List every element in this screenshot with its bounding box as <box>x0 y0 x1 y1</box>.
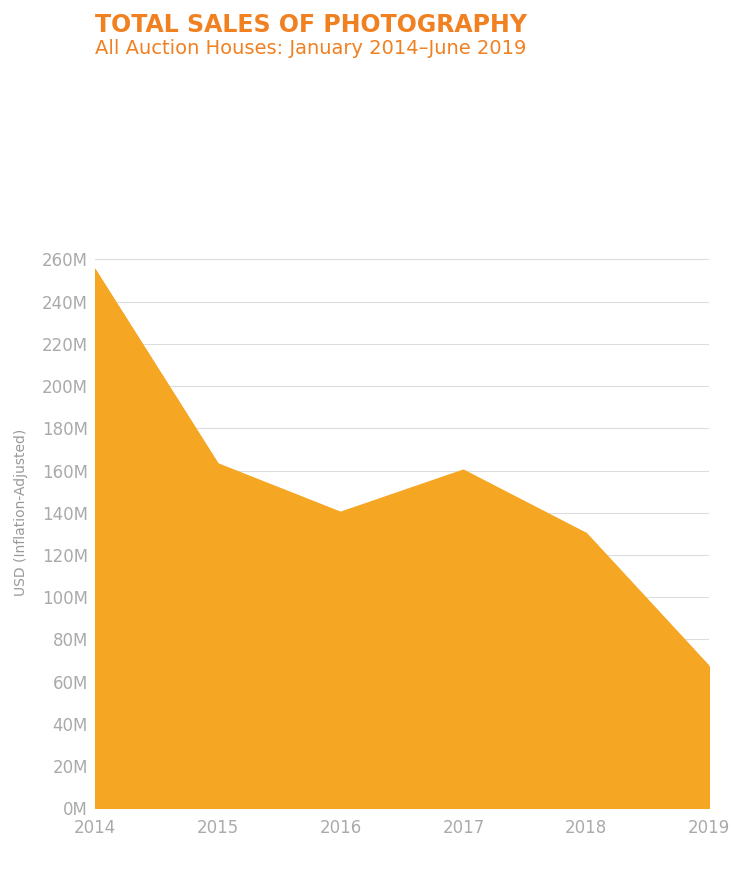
Text: All Auction Houses: January 2014–June 2019: All Auction Houses: January 2014–June 20… <box>95 39 526 58</box>
Y-axis label: USD (Inflation-Adjusted): USD (Inflation-Adjusted) <box>14 429 28 596</box>
Text: TOTAL SALES OF PHOTOGRAPHY: TOTAL SALES OF PHOTOGRAPHY <box>95 13 527 37</box>
